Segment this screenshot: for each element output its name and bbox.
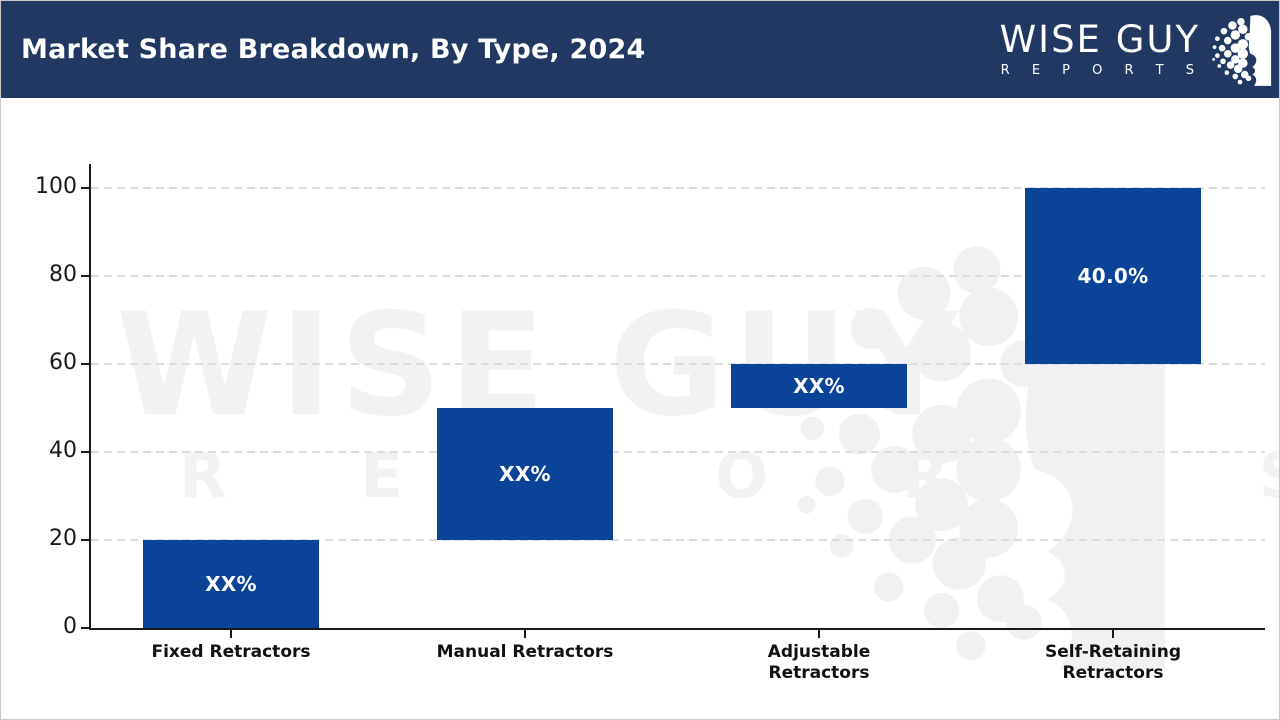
x-tick-fixed-retractors <box>230 630 232 638</box>
y-tick-40 <box>81 451 89 453</box>
bar-adjustable-retractors: XX% <box>731 364 907 408</box>
x-tick-adjustable-retractors <box>818 630 820 638</box>
bar-manual-retractors: XX% <box>437 408 613 540</box>
y-tick-20 <box>81 539 89 541</box>
bar-fixed-retractors: XX% <box>143 540 319 628</box>
y-tick-label-60: 60 <box>49 350 77 375</box>
bar-value-label-manual-retractors: XX% <box>499 462 551 486</box>
gridline-60 <box>91 363 1265 365</box>
x-axis-line <box>89 628 1265 630</box>
wiseguy-logo: WISE GUY R E P O R T S <box>997 11 1279 89</box>
wiseguy-logo-name: WISE GUY <box>999 18 1201 62</box>
header-bar: Market Share Breakdown, By Type, 2024 WI… <box>1 1 1279 98</box>
wiseguy-face-icon <box>1212 14 1272 86</box>
x-label-adjustable-retractors: Adjustable Retractors <box>767 642 871 683</box>
gridline-80 <box>91 275 1265 277</box>
gridline-100 <box>91 187 1265 189</box>
gridline-20 <box>91 539 1265 541</box>
wiseguy-logo-sub: R E P O R T S <box>1000 62 1203 78</box>
bar-value-label-fixed-retractors: XX% <box>205 572 257 596</box>
y-tick-80 <box>81 275 89 277</box>
y-tick-60 <box>81 363 89 365</box>
y-tick-label-100: 100 <box>35 174 77 199</box>
wiseguy-logo-text: WISE GUY R E P O R T S <box>997 18 1203 78</box>
y-tick-label-0: 0 <box>63 614 77 639</box>
gridline-40 <box>91 451 1265 453</box>
y-axis-line <box>89 164 91 630</box>
y-tick-label-40: 40 <box>49 438 77 463</box>
y-tick-label-80: 80 <box>49 262 77 287</box>
y-tick-0 <box>81 627 89 629</box>
x-tick-manual-retractors <box>524 630 526 638</box>
x-label-manual-retractors: Manual Retractors <box>436 642 614 662</box>
page-title: Market Share Breakdown, By Type, 2024 <box>21 34 646 65</box>
bar-self-retaining-retractors: 40.0% <box>1025 188 1201 364</box>
bar-value-label-self-retaining-retractors: 40.0% <box>1077 264 1149 288</box>
x-label-self-retaining-retractors: Self-Retaining Retractors <box>1045 642 1181 683</box>
bar-value-label-adjustable-retractors: XX% <box>793 374 845 398</box>
y-tick-label-20: 20 <box>49 526 77 551</box>
x-label-fixed-retractors: Fixed Retractors <box>151 642 311 662</box>
y-tick-100 <box>81 187 89 189</box>
x-tick-self-retaining-retractors <box>1112 630 1114 638</box>
